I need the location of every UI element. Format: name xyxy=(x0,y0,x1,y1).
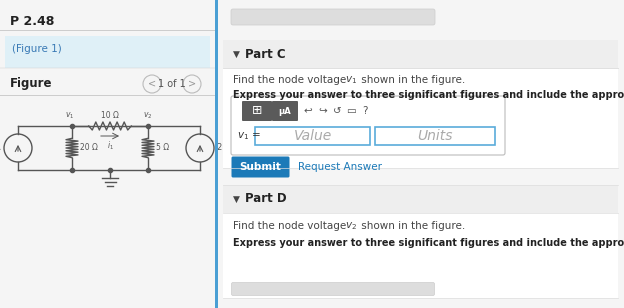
Text: Units: Units xyxy=(417,129,453,143)
Text: $v_2$: $v_2$ xyxy=(144,111,153,121)
Text: Part D: Part D xyxy=(245,192,286,205)
Text: ▼: ▼ xyxy=(233,194,240,204)
Text: ↩: ↩ xyxy=(304,106,313,116)
Text: Part C: Part C xyxy=(245,47,286,60)
Text: 10 Ω: 10 Ω xyxy=(101,111,119,120)
Text: $i_1$: $i_1$ xyxy=(107,139,114,152)
Text: 20 Ω: 20 Ω xyxy=(80,144,98,152)
Text: >: > xyxy=(188,79,196,89)
Text: ?: ? xyxy=(363,106,368,116)
Bar xyxy=(223,185,618,213)
Text: ⊞: ⊞ xyxy=(251,104,262,117)
Text: Find the node voltage: Find the node voltage xyxy=(233,221,349,231)
Bar xyxy=(223,68,618,168)
Text: <: < xyxy=(148,79,156,89)
Text: 2 A: 2 A xyxy=(217,144,231,152)
Text: (Figure 1): (Figure 1) xyxy=(12,44,62,54)
Text: ↺: ↺ xyxy=(333,106,341,116)
FancyBboxPatch shape xyxy=(255,127,370,145)
Text: Figure: Figure xyxy=(10,78,52,91)
FancyBboxPatch shape xyxy=(231,96,505,155)
Text: Express your answer to three significant figures and include the appropriate uni: Express your answer to three significant… xyxy=(233,90,624,100)
Text: $v_2$: $v_2$ xyxy=(345,220,357,232)
Text: 1 A: 1 A xyxy=(0,144,1,152)
Text: shown in the figure.: shown in the figure. xyxy=(358,221,466,231)
Text: ↪: ↪ xyxy=(319,106,328,116)
Bar xyxy=(223,213,618,298)
Text: ▭: ▭ xyxy=(346,106,356,116)
Text: μA: μA xyxy=(279,107,291,116)
Text: Express your answer to three significant figures and include the appropriate uni: Express your answer to three significant… xyxy=(233,238,624,248)
FancyBboxPatch shape xyxy=(272,101,298,121)
Text: P 2.48: P 2.48 xyxy=(10,15,54,28)
Text: 1 of 1: 1 of 1 xyxy=(158,79,186,89)
FancyBboxPatch shape xyxy=(232,156,290,177)
Text: ▼: ▼ xyxy=(233,50,240,59)
Text: $v_1$ =: $v_1$ = xyxy=(237,130,261,142)
Text: Request Answer: Request Answer xyxy=(298,162,382,172)
Text: 5 Ω: 5 Ω xyxy=(156,144,169,152)
Text: $v_1$: $v_1$ xyxy=(345,74,357,86)
Bar xyxy=(223,40,618,68)
Text: Submit: Submit xyxy=(239,162,281,172)
Bar xyxy=(5,36,210,68)
Text: shown in the figure.: shown in the figure. xyxy=(358,75,466,85)
FancyBboxPatch shape xyxy=(375,127,495,145)
FancyBboxPatch shape xyxy=(232,282,434,295)
Bar xyxy=(215,0,218,308)
FancyBboxPatch shape xyxy=(242,101,272,121)
Text: Find the node voltage: Find the node voltage xyxy=(233,75,349,85)
Text: Value: Value xyxy=(294,129,332,143)
Text: $v_1$: $v_1$ xyxy=(66,111,75,121)
FancyBboxPatch shape xyxy=(231,9,435,25)
